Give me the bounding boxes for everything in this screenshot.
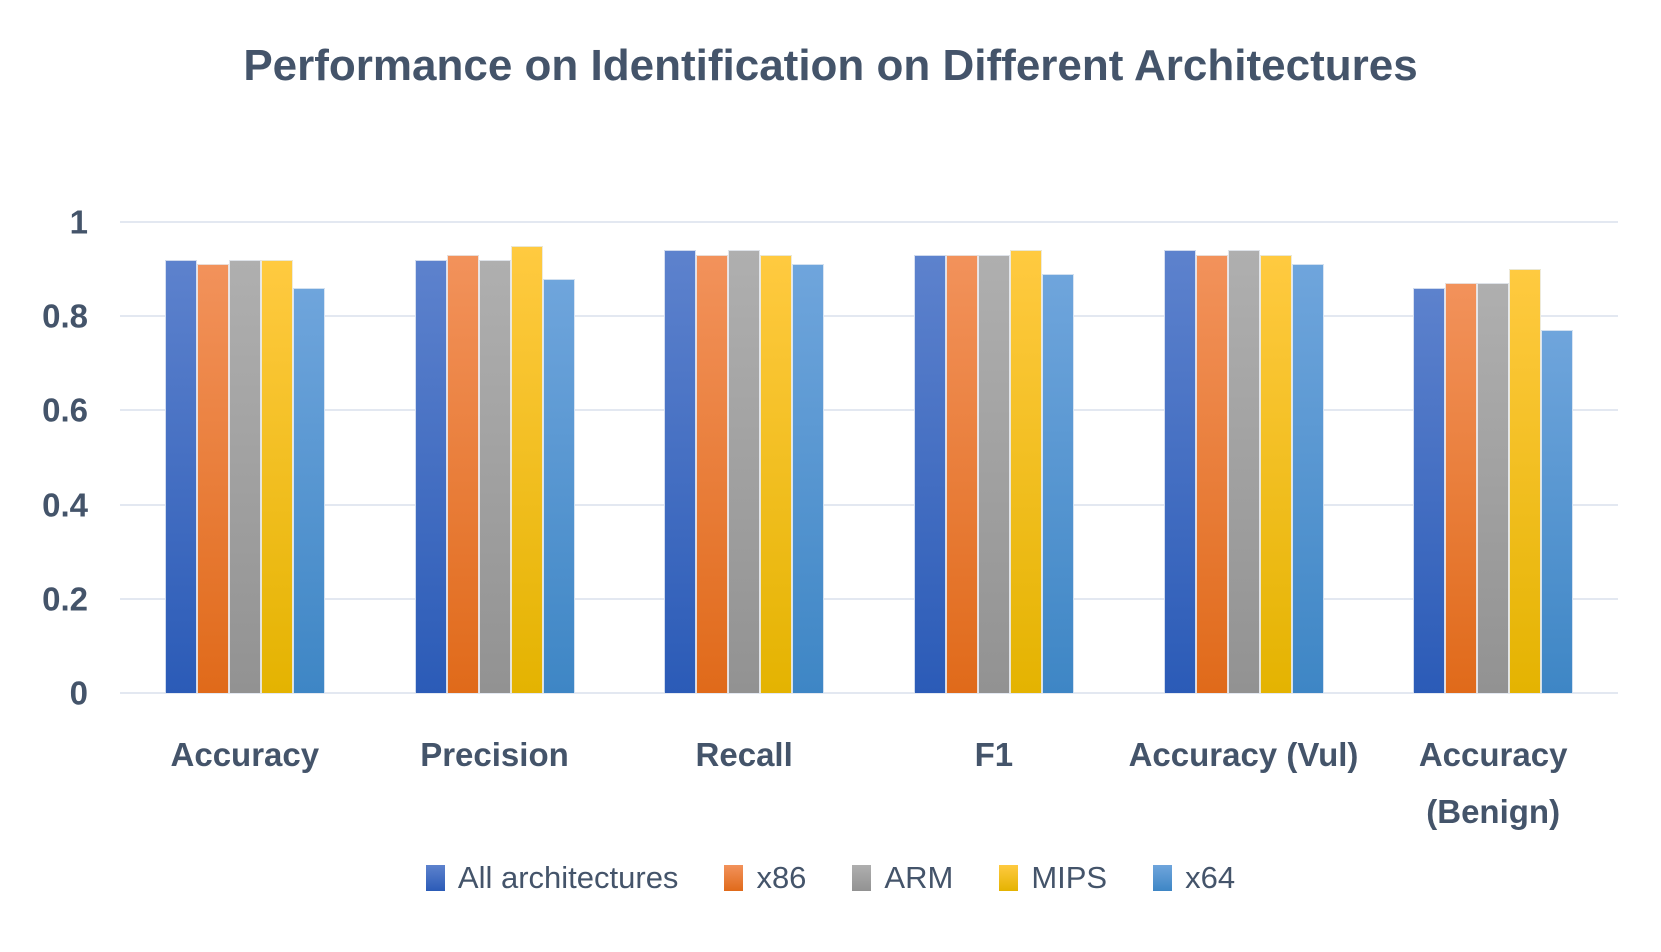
bar-all-architectures-accuracy-benign- [1413, 288, 1446, 693]
bar-mips-accuracy [260, 260, 293, 693]
bar-arm-precision [478, 260, 511, 693]
x-axis-category-label: F1 [974, 736, 1014, 773]
gridline [120, 221, 1618, 223]
bar-group [1119, 222, 1369, 693]
chart-title: Performance on Identification on Differe… [243, 41, 1418, 90]
bar-x86-recall [696, 255, 729, 693]
y-axis-tick-label: 0 [69, 674, 88, 712]
y-axis: 1 0.8 0.6 0.4 0.2 0 [0, 0, 92, 952]
bar-mips-precision [510, 246, 543, 693]
bar-arm-f1 [977, 255, 1010, 693]
legend-swatch-icon [999, 864, 1019, 891]
bar-group [370, 222, 620, 693]
bar-x64-f1 [1041, 274, 1074, 693]
bar-arm-accuracy [228, 260, 261, 693]
bar-x86-accuracy-vul- [1195, 255, 1228, 693]
bar-x64-precision [542, 279, 575, 693]
legend-label: MIPS [1031, 860, 1108, 895]
bar-x86-precision [446, 255, 479, 693]
x-axis-category-label: Accuracy (Vul) [1128, 736, 1359, 773]
bar-mips-accuracy-benign- [1509, 269, 1542, 693]
bar-x64-accuracy [292, 288, 325, 693]
x-axis-category-label: Accuracy [170, 736, 320, 773]
gridline [120, 503, 1618, 506]
legend-swatch-icon [1153, 864, 1173, 891]
bar-groups-layer [120, 222, 1618, 693]
x-axis-category-label: Accuracy (Benign) [1418, 736, 1568, 830]
bar-arm-accuracy-benign- [1477, 283, 1510, 693]
legend-label: x86 [756, 860, 807, 895]
bar-x64-accuracy-vul- [1291, 264, 1324, 693]
bar-arm-accuracy-vul- [1227, 250, 1260, 693]
legend: All architectures x86 ARM MIPS x64 [0, 862, 1661, 893]
bar-all-architectures-accuracy-vul- [1163, 250, 1196, 693]
gridline [120, 692, 1618, 694]
bar-mips-recall [760, 255, 793, 693]
bar-x86-accuracy [196, 264, 229, 693]
x-axis: Accuracy Precision Recall F1 Accuracy (Vul) A… [120, 726, 1618, 856]
legend-label: ARM [884, 860, 954, 895]
legend-item: MIPS [999, 862, 1107, 893]
legend-item: All architectures [425, 860, 679, 895]
y-axis-tick-label: 1 [69, 203, 88, 241]
y-axis-tick-label: 0.4 [42, 486, 88, 524]
legend-swatch-icon [852, 864, 872, 891]
legend-item: x86 [724, 862, 806, 893]
bar-x86-f1 [945, 255, 978, 693]
y-axis-tick-label: 0.8 [42, 297, 88, 335]
legend-label: All architectures [457, 860, 679, 895]
legend-item: x64 [1153, 862, 1235, 893]
gridline [120, 597, 1618, 600]
legend-swatch-icon [724, 864, 744, 891]
bar-x86-accuracy-benign- [1445, 283, 1478, 693]
gridline [120, 409, 1618, 412]
bar-group [619, 222, 869, 693]
plot-area [120, 221, 1618, 694]
bar-all-architectures-f1 [913, 255, 946, 693]
legend-item: ARM [852, 862, 953, 893]
gridline [120, 315, 1618, 318]
y-axis-tick-label: 0.2 [42, 580, 88, 618]
legend-swatch-icon [425, 864, 445, 891]
bar-mips-f1 [1009, 250, 1042, 693]
y-axis-tick-label: 0.6 [42, 391, 88, 429]
bar-mips-accuracy-vul- [1259, 255, 1292, 693]
bar-all-architectures-accuracy [164, 260, 197, 693]
x-axis-category-label: Precision [420, 736, 569, 773]
x-axis-category-label: Recall [695, 736, 793, 773]
legend-label: x64 [1185, 860, 1236, 895]
bar-group [120, 222, 370, 693]
bar-group [1368, 222, 1618, 693]
bar-all-architectures-recall [664, 250, 697, 693]
bar-arm-recall [728, 250, 761, 693]
bar-x64-accuracy-benign- [1541, 330, 1574, 693]
bar-all-architectures-precision [414, 260, 447, 693]
bar-x64-recall [792, 264, 825, 693]
bar-group [869, 222, 1119, 693]
